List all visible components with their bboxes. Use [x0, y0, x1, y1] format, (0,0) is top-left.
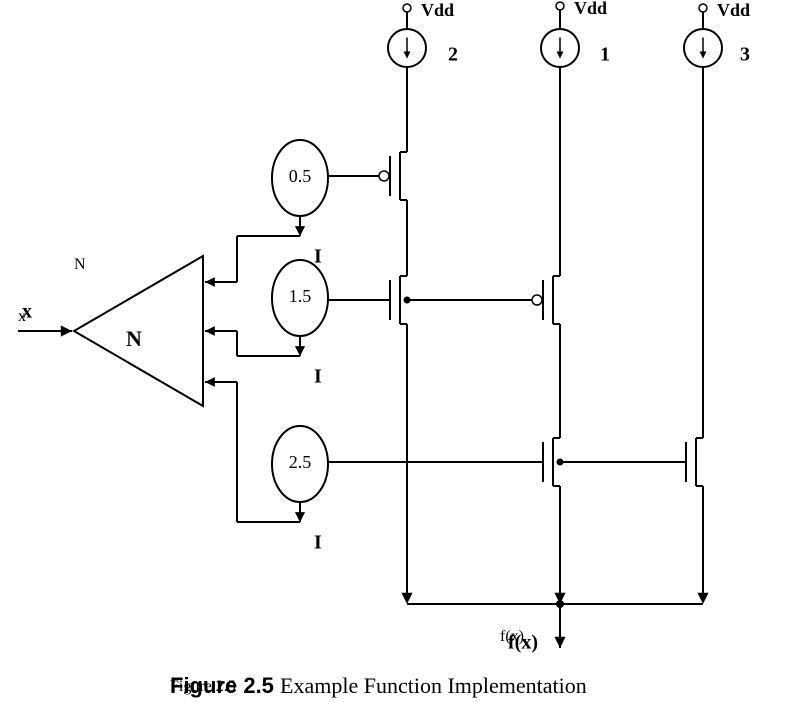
svg-text:I: I [314, 532, 322, 554]
svg-text:I: I [314, 366, 322, 388]
svg-text:x: x [22, 301, 32, 323]
svg-text:Vdd: Vdd [574, 0, 607, 18]
svg-text:2.5: 2.5 [289, 452, 312, 472]
svg-text:0.5: 0.5 [289, 166, 312, 186]
svg-text:N: N [126, 326, 142, 351]
svg-text:I: I [314, 246, 322, 268]
svg-text:1: 1 [600, 44, 610, 66]
svg-text:Figure 2.5 Example Function Im: Figure 2.5 Example Function Implementati… [170, 673, 587, 698]
svg-text:Vdd: Vdd [421, 0, 454, 20]
svg-text:f(x): f(x) [508, 632, 538, 654]
svg-text:2: 2 [448, 44, 458, 66]
svg-text:3: 3 [740, 44, 750, 66]
svg-text:Vdd: Vdd [717, 0, 750, 20]
svg-text:1.5: 1.5 [289, 286, 312, 306]
